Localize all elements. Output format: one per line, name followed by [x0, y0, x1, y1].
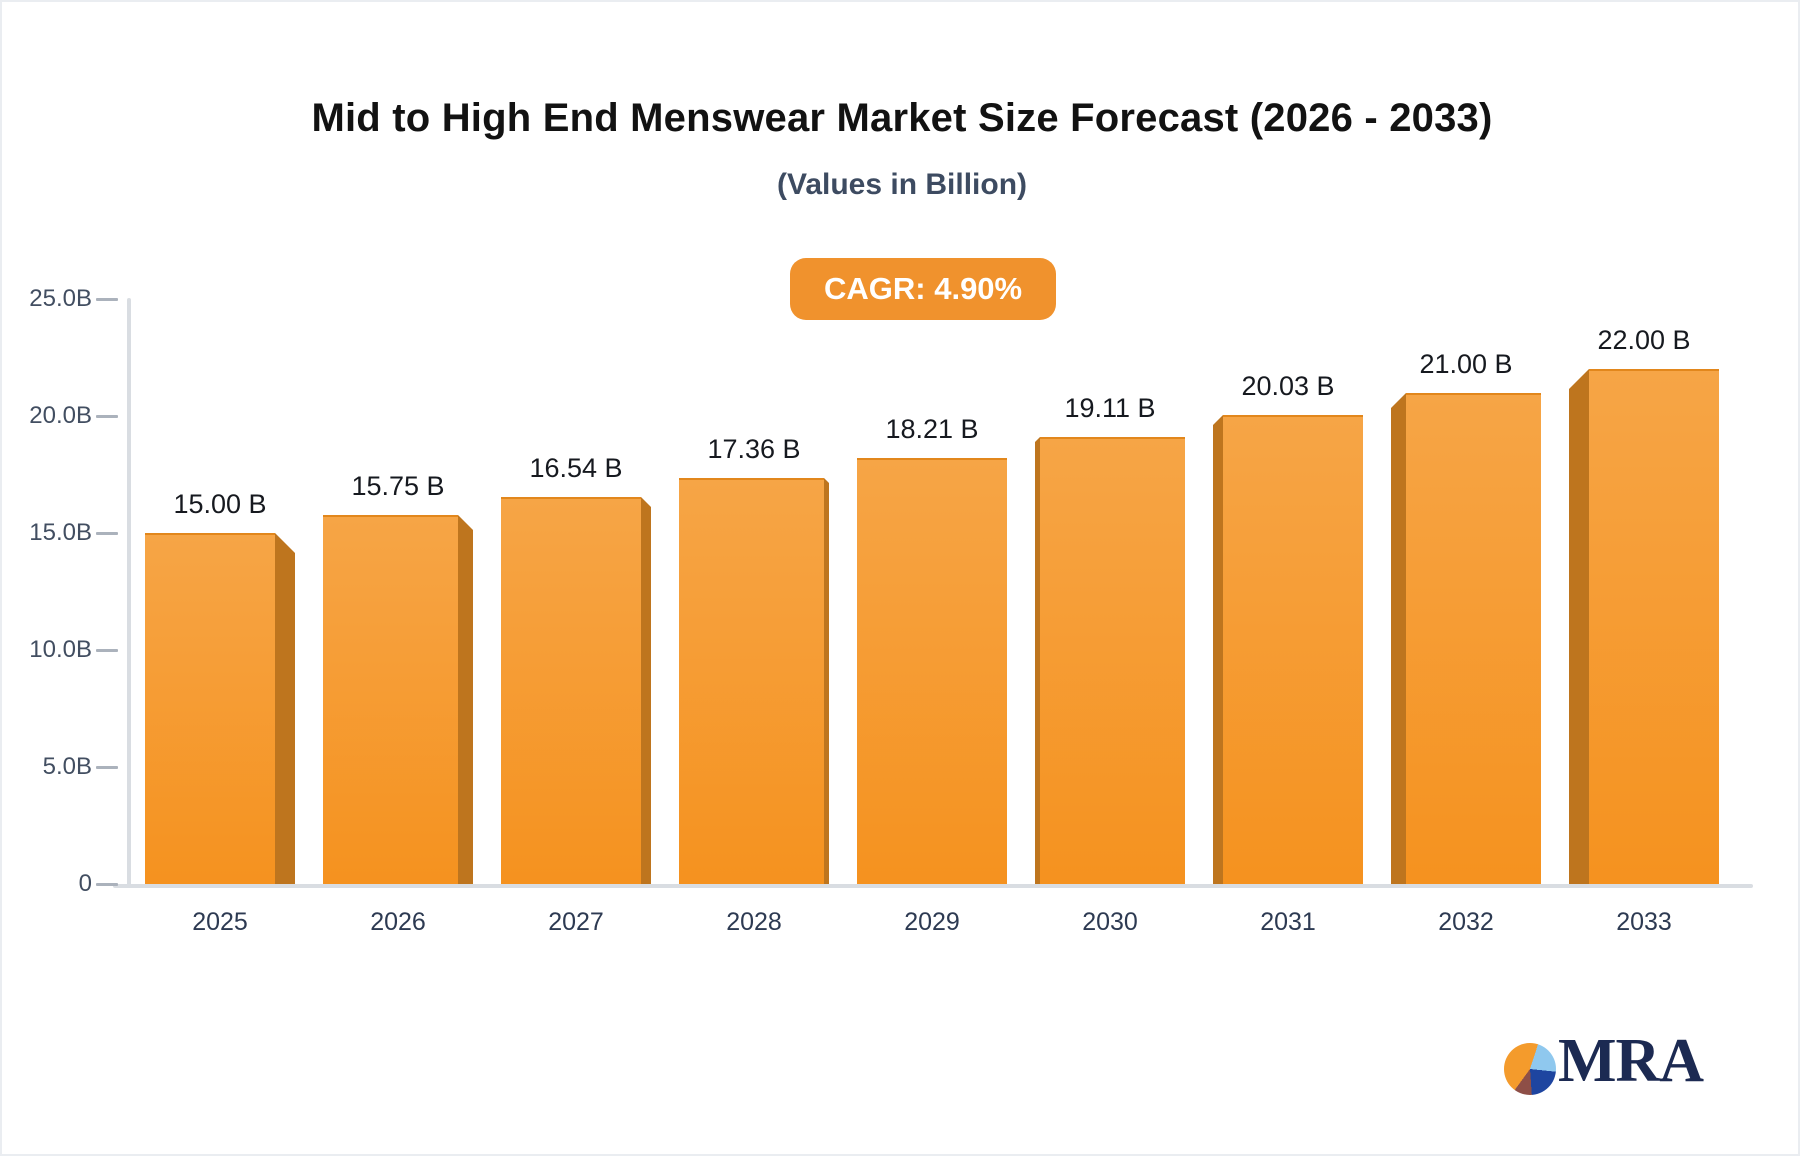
bar-2031: [1213, 415, 1363, 884]
bar-value-label: 17.36 B: [707, 434, 801, 464]
bar-2032: [1391, 393, 1541, 884]
x-axis-label: 2031: [1260, 908, 1316, 936]
bar-2033: [1569, 369, 1719, 884]
mra-logo: MRA: [1504, 1026, 1704, 1096]
y-axis-tick: [96, 532, 118, 535]
logo-text: MRA: [1558, 1027, 1704, 1095]
x-axis-label: 2032: [1438, 908, 1494, 936]
bar-value-label: 18.21 B: [885, 414, 979, 444]
bar-face: [1406, 393, 1541, 884]
bar-2028: [679, 478, 829, 884]
bar-side-shadow: [458, 515, 473, 884]
bar-face: [857, 458, 1007, 884]
bar-value-label: 16.54 B: [529, 453, 623, 483]
x-axis-label: 2028: [726, 908, 782, 936]
bar-face: [501, 497, 641, 884]
x-axis-label: 2029: [904, 908, 960, 936]
x-axis-line: [113, 884, 1753, 888]
x-axis-label: 2025: [192, 908, 248, 936]
bar-side-shadow: [275, 533, 295, 884]
y-axis-label: 5.0B: [42, 753, 92, 780]
bar-value-label: 21.00 B: [1419, 349, 1513, 379]
bar-face: [1223, 415, 1363, 884]
x-axis-label: 2027: [548, 908, 604, 936]
y-axis-label: 10.0B: [29, 636, 92, 663]
y-axis-tick: [96, 766, 118, 769]
bar-face: [145, 533, 275, 884]
bar-value-label: 15.75 B: [351, 471, 445, 501]
bar-2026: [323, 515, 473, 884]
bar-2027: [501, 497, 651, 884]
bar-2025: [145, 533, 295, 884]
chart-title: Mid to High End Menswear Market Size For…: [311, 96, 1493, 140]
x-axis-label: 2033: [1616, 908, 1672, 936]
x-axis-label: 2030: [1082, 908, 1138, 936]
pie-chart-icon: [1504, 1043, 1556, 1095]
y-axis-label: 15.0B: [29, 519, 92, 546]
bar-value-label: 15.00 B: [173, 489, 267, 519]
bar-value-label: 20.03 B: [1241, 371, 1335, 401]
y-axis-tick: [96, 649, 118, 652]
y-axis-tick: [96, 415, 118, 418]
bar-value-label: 22.00 B: [1597, 325, 1691, 355]
bar-face: [323, 515, 458, 884]
y-axis-tick: [96, 883, 118, 886]
y-axis-line: [127, 298, 131, 886]
bar-face: [1040, 437, 1185, 884]
bar-value-label: 19.11 B: [1064, 393, 1156, 423]
bar-2029: [857, 458, 1007, 884]
y-axis-tick: [96, 298, 118, 301]
chart-subtitle: (Values in Billion): [776, 168, 1028, 201]
bar-2030: [1035, 437, 1185, 884]
bar-side-shadow: [1035, 437, 1040, 884]
y-axis-label: 0: [78, 870, 92, 897]
y-axis-label: 20.0B: [29, 402, 92, 429]
bar-side-shadow: [641, 497, 651, 884]
bar-side-shadow: [1391, 393, 1406, 884]
bar-face: [1589, 369, 1719, 884]
y-axis-label: 25.0B: [29, 285, 92, 312]
cagr-badge: CAGR: 4.90%: [790, 258, 1057, 320]
bar-side-shadow: [1569, 369, 1589, 884]
bar-side-shadow: [1213, 415, 1223, 884]
bar-face: [679, 478, 824, 884]
bar-side-shadow: [824, 478, 829, 884]
x-axis-label: 2026: [370, 908, 426, 936]
